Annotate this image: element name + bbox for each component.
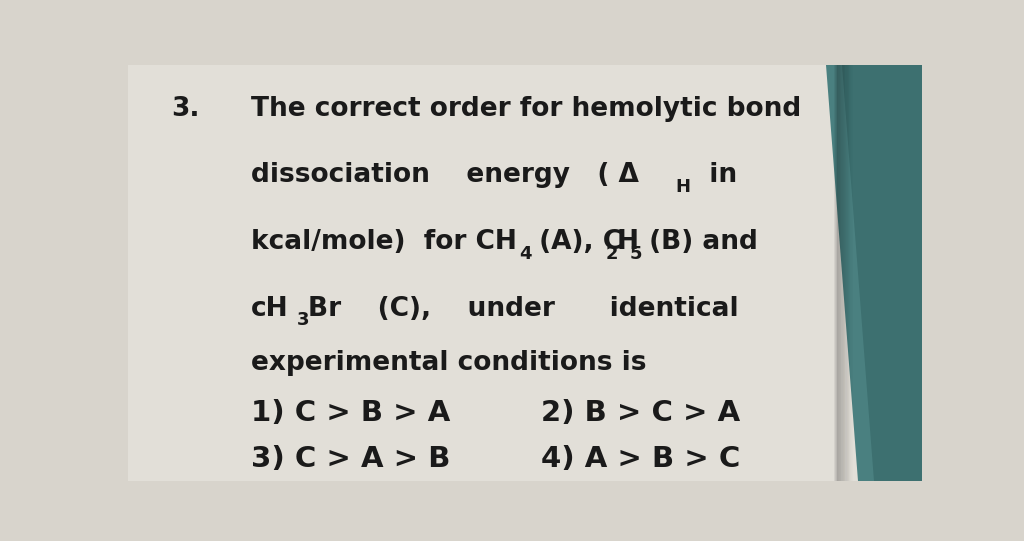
- Polygon shape: [826, 65, 922, 481]
- Bar: [846, 65, 849, 481]
- Text: (A), C: (A), C: [530, 229, 623, 255]
- Text: 3.: 3.: [172, 96, 200, 122]
- Bar: [836, 65, 839, 481]
- Text: The correct order for hemolytic bond: The correct order for hemolytic bond: [251, 96, 801, 122]
- Text: 4: 4: [519, 245, 531, 262]
- Bar: [847, 65, 851, 481]
- Bar: [843, 65, 847, 481]
- Text: 5: 5: [630, 245, 642, 262]
- Text: in: in: [691, 162, 737, 188]
- Bar: [840, 65, 844, 481]
- Bar: [841, 65, 845, 481]
- Bar: [837, 65, 841, 481]
- Text: kcal/mole)  for CH: kcal/mole) for CH: [251, 229, 517, 255]
- Text: 4) A > B > C: 4) A > B > C: [541, 445, 740, 473]
- Polygon shape: [842, 65, 922, 481]
- Text: Br    (C),    under      identical: Br (C), under identical: [308, 295, 738, 321]
- Text: 2: 2: [606, 245, 618, 262]
- Bar: [842, 65, 846, 481]
- Bar: [849, 65, 853, 481]
- Text: 1) C > B > A: 1) C > B > A: [251, 399, 451, 427]
- Text: experimental conditions is: experimental conditions is: [251, 350, 646, 376]
- Text: dissociation    energy   ( Δ: dissociation energy ( Δ: [251, 162, 639, 188]
- Bar: [838, 65, 842, 481]
- Text: H: H: [676, 178, 690, 196]
- Text: cH: cH: [251, 295, 289, 321]
- Bar: [844, 65, 848, 481]
- Bar: [839, 65, 842, 481]
- Bar: [845, 65, 849, 481]
- Bar: [839, 65, 843, 481]
- Text: 3) C > A > B: 3) C > A > B: [251, 445, 451, 473]
- Bar: [846, 65, 850, 481]
- Bar: [842, 65, 846, 481]
- Text: 2) B > C > A: 2) B > C > A: [541, 399, 739, 427]
- Bar: [836, 65, 840, 481]
- Bar: [848, 65, 852, 481]
- Text: (B) and: (B) and: [640, 229, 758, 255]
- Text: H: H: [616, 229, 639, 255]
- Bar: [835, 65, 839, 481]
- Text: 3: 3: [297, 311, 309, 329]
- Bar: [849, 65, 853, 481]
